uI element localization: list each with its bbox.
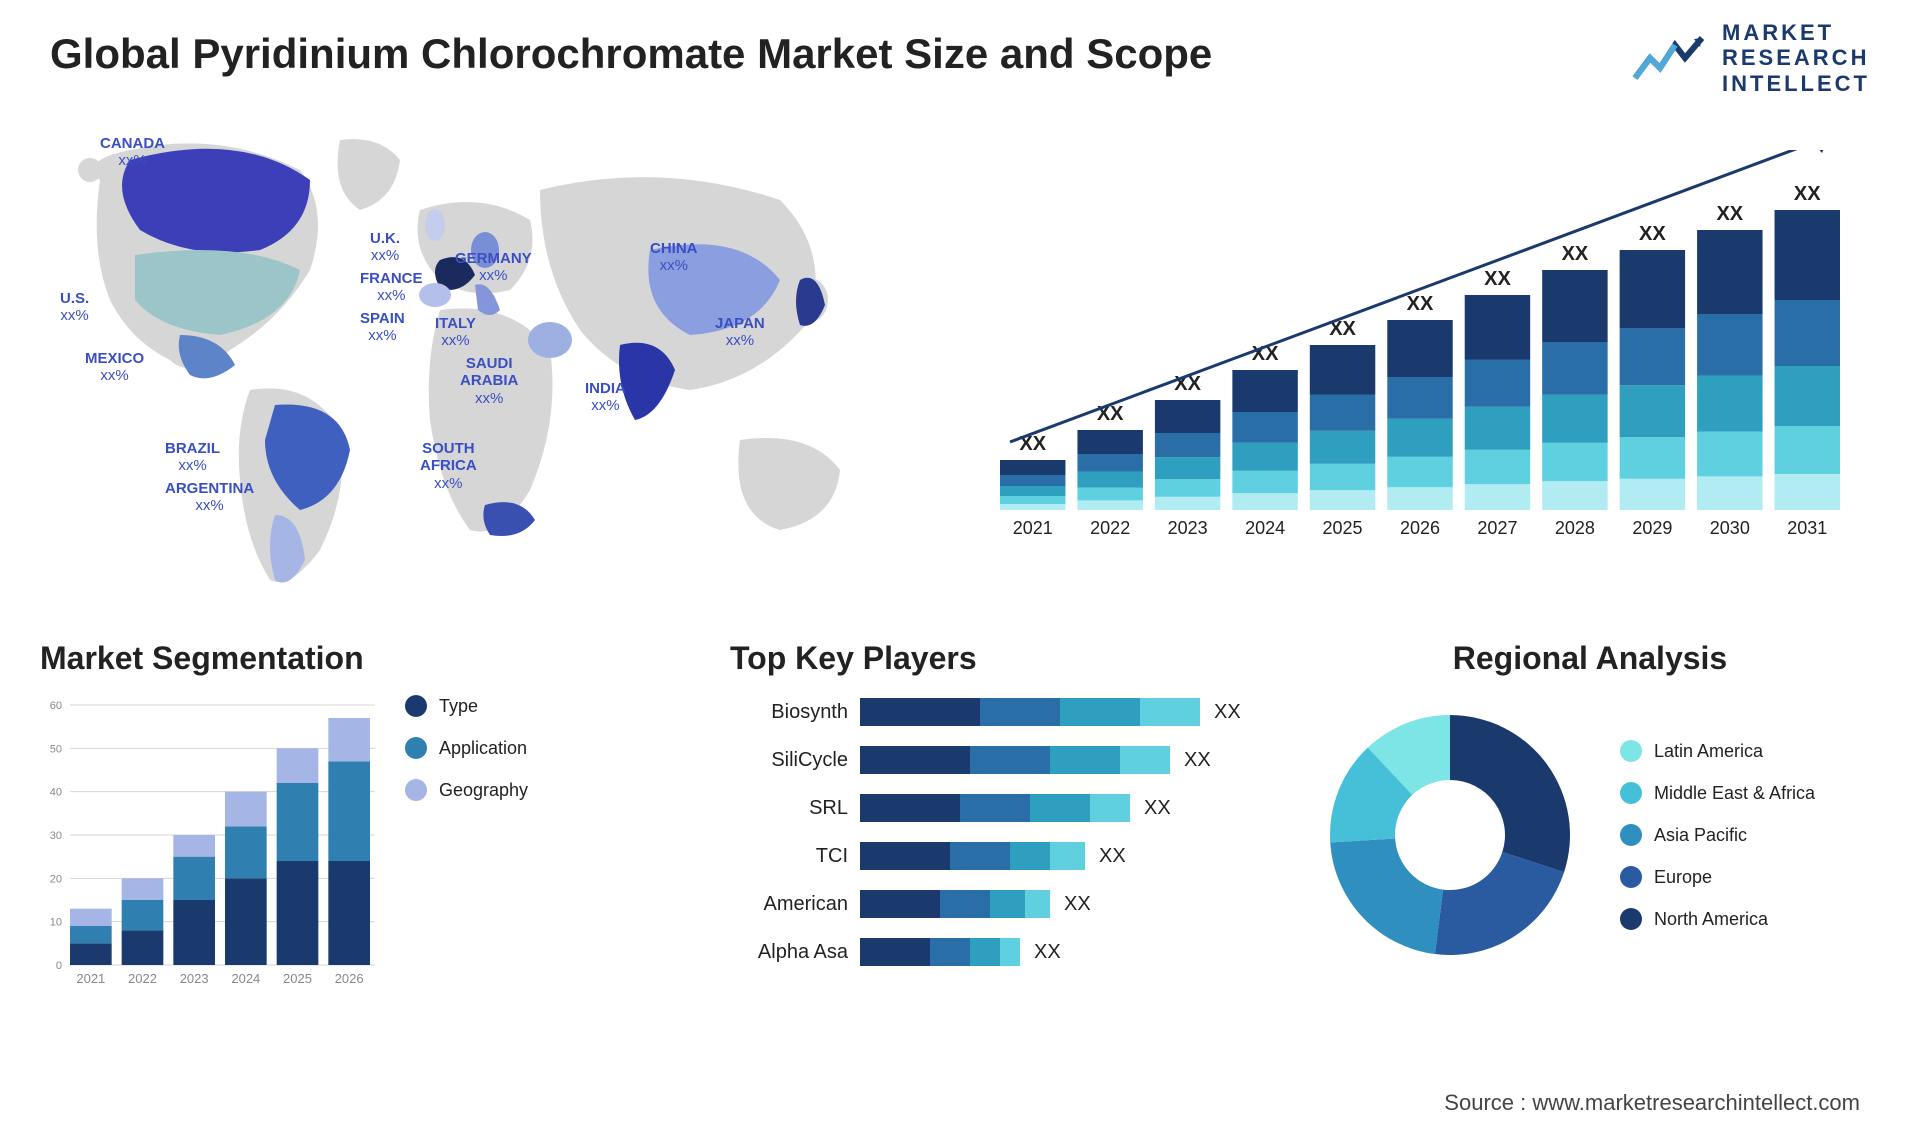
- map-label: SOUTHAFRICAxx%: [420, 440, 477, 492]
- map-label: U.K.xx%: [370, 230, 400, 265]
- player-row: American XX: [730, 887, 1290, 921]
- map-label: GERMANYxx%: [455, 250, 532, 285]
- svg-text:XX: XX: [1794, 183, 1821, 205]
- svg-text:2022: 2022: [1090, 518, 1130, 538]
- svg-text:2023: 2023: [1168, 518, 1208, 538]
- legend-item: North America: [1620, 908, 1815, 930]
- legend-item: Geography: [405, 779, 528, 801]
- player-value: XX: [1144, 797, 1171, 820]
- map-label: CANADAxx%: [100, 135, 165, 170]
- legend-item: Asia Pacific: [1620, 824, 1815, 846]
- brand-logo: MARKET RESEARCH INTELLECT: [1630, 20, 1870, 96]
- svg-text:2021: 2021: [1013, 518, 1053, 538]
- map-label: CHINAxx%: [650, 240, 698, 275]
- growth-chart-svg: 2021 2022 2023 2024 2025 2026 2027 2028 2029 2030…: [980, 150, 1860, 570]
- logo-text: MARKET RESEARCH INTELLECT: [1722, 20, 1870, 96]
- segmentation-chart: 2021 2022 2023 2024 2025 2026 0 10 20 30 40 50 60: [40, 695, 380, 995]
- svg-text:2029: 2029: [1632, 518, 1672, 538]
- player-row: Alpha Asa XX: [730, 935, 1290, 969]
- map-label: ITALYxx%: [435, 315, 476, 350]
- regional-title: Regional Analysis: [1310, 640, 1870, 677]
- player-name: SRL: [730, 797, 860, 820]
- segmentation-title: Market Segmentation: [40, 640, 600, 677]
- svg-text:40: 40: [50, 787, 62, 799]
- map-label: MEXICOxx%: [85, 350, 144, 385]
- svg-text:10: 10: [50, 917, 62, 929]
- player-name: Alpha Asa: [730, 941, 860, 964]
- player-bar: [860, 890, 1050, 918]
- logo-line1: MARKET: [1722, 20, 1870, 45]
- svg-text:XX: XX: [1407, 293, 1434, 315]
- svg-text:2027: 2027: [1477, 518, 1517, 538]
- svg-text:2025: 2025: [283, 971, 312, 986]
- svg-text:2026: 2026: [1400, 518, 1440, 538]
- player-bar: [860, 794, 1130, 822]
- legend-item: Application: [405, 737, 528, 759]
- map-label: ARGENTINAxx%: [165, 480, 254, 515]
- player-row: Biosynth XX: [730, 695, 1290, 729]
- svg-text:XX: XX: [1562, 243, 1589, 265]
- svg-text:2025: 2025: [1323, 518, 1363, 538]
- map-label: INDIAxx%: [585, 380, 626, 415]
- player-value: XX: [1064, 893, 1091, 916]
- regional-legend: Latin America Middle East & Africa Asia Pa…: [1620, 740, 1815, 930]
- legend-item: Type: [405, 695, 528, 717]
- players-panel: Top Key Players BiosynthXXSiliCycleXXSRL…: [730, 640, 1290, 1020]
- svg-text:30: 30: [50, 830, 62, 842]
- regional-panel: Regional Analysis Latin America Middle Ea…: [1310, 640, 1870, 1020]
- svg-text:50: 50: [50, 743, 62, 755]
- legend-item: Latin America: [1620, 740, 1815, 762]
- player-value: XX: [1214, 701, 1241, 724]
- player-row: SRL XX: [730, 791, 1290, 825]
- player-row: TCI XX: [730, 839, 1290, 873]
- svg-text:2031: 2031: [1787, 518, 1827, 538]
- svg-text:20: 20: [50, 873, 62, 885]
- donut-chart: [1310, 695, 1590, 975]
- player-name: American: [730, 893, 860, 916]
- player-bar: [860, 746, 1170, 774]
- world-map-panel: CANADAxx% U.S.xx% MEXICOxx% BRAZILxx% ARGENT…: [40, 120, 920, 600]
- svg-text:XX: XX: [1097, 403, 1124, 425]
- svg-text:60: 60: [50, 700, 62, 712]
- player-value: XX: [1184, 749, 1211, 772]
- svg-text:0: 0: [56, 960, 62, 972]
- map-label: U.S.xx%: [60, 290, 89, 325]
- svg-text:2028: 2028: [1555, 518, 1595, 538]
- players-title: Top Key Players: [730, 640, 1290, 677]
- svg-text:XX: XX: [1484, 268, 1511, 290]
- legend-item: Middle East & Africa: [1620, 782, 1815, 804]
- legend-item: Europe: [1620, 866, 1815, 888]
- svg-text:2030: 2030: [1710, 518, 1750, 538]
- segmentation-legend: Type Application Geography: [405, 695, 528, 995]
- player-bar: [860, 698, 1200, 726]
- map-label: JAPANxx%: [715, 315, 765, 350]
- svg-text:2021: 2021: [76, 971, 105, 986]
- svg-text:XX: XX: [1639, 223, 1666, 245]
- player-bar: [860, 842, 1085, 870]
- player-value: XX: [1099, 845, 1126, 868]
- map-label: SPAINxx%: [360, 310, 405, 345]
- map-label: BRAZILxx%: [165, 440, 220, 475]
- player-row: SiliCycle XX: [730, 743, 1290, 777]
- player-value: XX: [1034, 941, 1061, 964]
- svg-text:2022: 2022: [128, 971, 157, 986]
- logo-line3: INTELLECT: [1722, 71, 1870, 96]
- source-text: Source : www.marketresearchintellect.com: [1444, 1090, 1860, 1116]
- growth-chart-panel: 2021 2022 2023 2024 2025 2026 2027 2028 2029 2030…: [980, 150, 1860, 570]
- map-label: FRANCExx%: [360, 270, 423, 305]
- svg-text:2023: 2023: [180, 971, 209, 986]
- svg-text:2024: 2024: [1245, 518, 1285, 538]
- player-bar: [860, 938, 1020, 966]
- logo-icon: [1630, 33, 1710, 83]
- player-name: TCI: [730, 845, 860, 868]
- player-name: SiliCycle: [730, 749, 860, 772]
- svg-text:2026: 2026: [335, 971, 364, 986]
- svg-text:2024: 2024: [231, 971, 260, 986]
- map-label: SAUDIARABIAxx%: [460, 355, 518, 407]
- segmentation-panel: Market Segmentation 2021 2022 2023 2024 2025…: [40, 640, 600, 1020]
- page-title: Global Pyridinium Chlorochromate Market …: [50, 30, 1212, 78]
- logo-line2: RESEARCH: [1722, 45, 1870, 70]
- svg-text:XX: XX: [1716, 203, 1743, 225]
- player-name: Biosynth: [730, 701, 860, 724]
